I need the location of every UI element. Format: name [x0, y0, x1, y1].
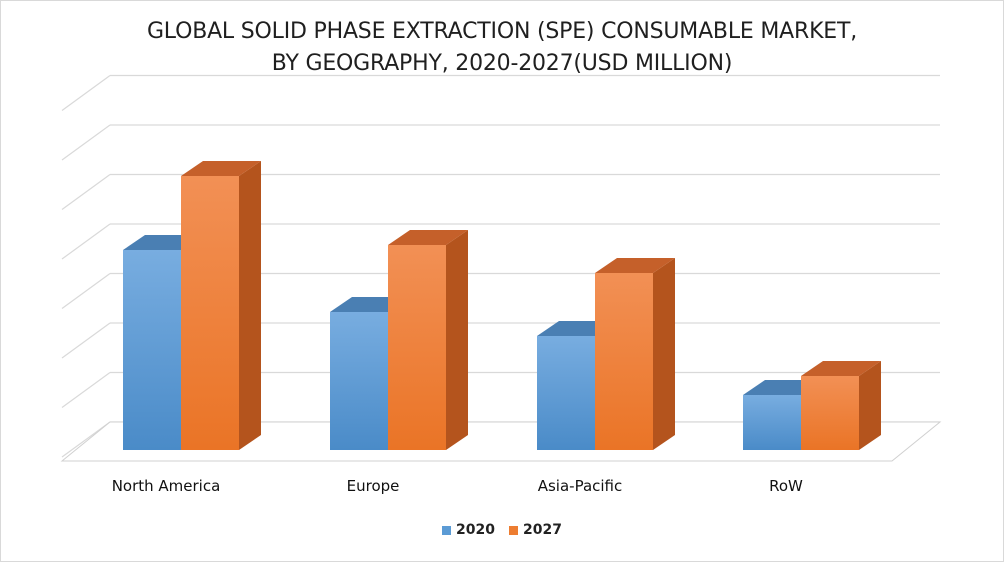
legend-swatch-2020 — [442, 525, 452, 535]
legend-label-2027: 2027 — [523, 522, 562, 538]
bars — [123, 161, 881, 450]
chart-floor — [60, 421, 942, 462]
gridline-side — [61, 124, 111, 161]
legend-item-2020: 2020 — [442, 522, 495, 538]
bar-side — [653, 258, 675, 450]
bar-side — [239, 161, 261, 450]
bar-top — [595, 258, 675, 273]
category-label-0: North America — [112, 477, 221, 495]
bar-front — [743, 395, 801, 450]
legend: 2020 2027 — [0, 522, 1004, 538]
gridline-side — [61, 174, 111, 210]
category-label-2: Asia-Pacific — [538, 477, 623, 495]
bar-front — [537, 336, 595, 450]
bar-front — [330, 312, 388, 450]
bar-front — [801, 376, 859, 450]
chart-title-line-1: GLOBAL SOLID PHASE EXTRACTION (SPE) CONS… — [146, 19, 858, 44]
bar-top — [388, 230, 468, 245]
bar-front — [388, 245, 446, 450]
gridline-side — [61, 322, 111, 359]
bar-side — [446, 230, 468, 450]
gridline-side — [61, 223, 111, 260]
gridline-side — [61, 372, 111, 408]
bar-2027-asia-pacific — [595, 258, 675, 450]
floor — [60, 421, 942, 462]
bar-front — [181, 176, 239, 450]
legend-label-2020: 2020 — [456, 522, 495, 538]
gridline-side — [61, 75, 111, 111]
category-label-3: RoW — [769, 477, 803, 495]
bar-front — [595, 273, 653, 450]
category-labels: North America Europe Asia-Pacific RoW — [112, 477, 803, 495]
legend-swatch-2027 — [509, 525, 518, 535]
bar-2027-row — [801, 361, 881, 450]
chart-title: GLOBAL SOLID PHASE EXTRACTION (SPE) CONS… — [0, 16, 1004, 80]
bar-front — [123, 250, 181, 450]
category-label-1: Europe — [347, 477, 400, 495]
gridline-side — [61, 273, 111, 309]
bar-top — [801, 361, 881, 376]
bar-top — [181, 161, 261, 176]
bar-2027-europe — [388, 230, 468, 450]
chart-title-line-2: BY GEOGRAPHY, 2020-2027(USD MILLION) — [271, 51, 733, 76]
bar-side — [859, 361, 881, 450]
legend-item-2027: 2027 — [509, 522, 562, 538]
bar-2027-north-america — [181, 161, 261, 450]
gridline-side — [61, 421, 111, 458]
